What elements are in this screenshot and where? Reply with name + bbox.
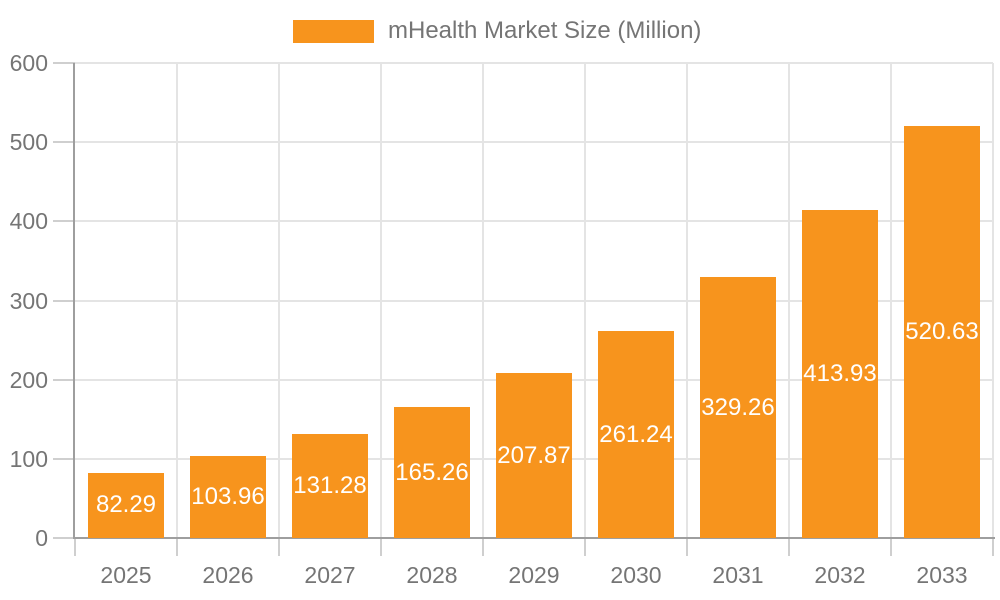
bar: 520.63 bbox=[904, 125, 980, 538]
x-axis-tick bbox=[686, 538, 688, 556]
y-axis-label: 600 bbox=[9, 50, 48, 76]
bar: 207.87 bbox=[496, 373, 572, 538]
y-axis-label: 300 bbox=[9, 287, 48, 314]
bar-value-label: 131.28 bbox=[293, 472, 367, 500]
bar-value-label: 261.24 bbox=[599, 420, 673, 448]
bar: 413.93 bbox=[802, 210, 878, 538]
x-axis-label: 2027 bbox=[304, 562, 356, 588]
x-axis-label: 2031 bbox=[712, 562, 764, 588]
x-axis-tick bbox=[992, 538, 994, 556]
legend-label: mHealth Market Size (Million) bbox=[388, 17, 702, 44]
bar: 329.26 bbox=[700, 277, 776, 538]
x-axis-label: 2026 bbox=[202, 562, 254, 588]
y-axis-label: 200 bbox=[9, 366, 48, 393]
x-gridline bbox=[278, 63, 280, 538]
x-axis-label: 2030 bbox=[610, 562, 662, 588]
y-axis-label: 100 bbox=[9, 445, 48, 472]
x-axis-tick bbox=[278, 538, 280, 556]
x-gridline bbox=[176, 63, 178, 538]
x-axis-tick bbox=[380, 538, 382, 556]
x-axis-tick bbox=[584, 538, 586, 556]
x-axis-label: 2033 bbox=[916, 562, 968, 588]
y-gridline bbox=[75, 62, 993, 64]
x-axis-label: 2025 bbox=[100, 562, 152, 588]
bar-value-label: 82.29 bbox=[95, 491, 157, 519]
x-gridline bbox=[788, 63, 790, 538]
x-gridline bbox=[380, 63, 382, 538]
y-axis-tick bbox=[53, 537, 75, 539]
x-axis-tick bbox=[788, 538, 790, 556]
bar: 261.24 bbox=[598, 331, 674, 538]
y-axis-tick bbox=[53, 457, 75, 460]
bar-value-label: 413.93 bbox=[803, 360, 877, 388]
x-axis-line bbox=[73, 537, 995, 539]
y-gridline bbox=[75, 141, 993, 144]
x-gridline bbox=[686, 63, 688, 538]
y-axis-line bbox=[73, 63, 75, 538]
x-axis-tick bbox=[74, 538, 76, 556]
bar-value-label: 329.26 bbox=[701, 393, 775, 421]
bar-value-label: 103.96 bbox=[191, 482, 265, 510]
y-axis-tick bbox=[53, 220, 75, 223]
x-axis-tick bbox=[482, 538, 484, 556]
y-gridline bbox=[75, 220, 993, 223]
y-axis-tick bbox=[53, 299, 75, 302]
bar: 165.26 bbox=[394, 407, 470, 538]
bar: 103.96 bbox=[190, 455, 266, 538]
x-axis-tick bbox=[890, 538, 892, 556]
x-axis-tick bbox=[176, 538, 178, 556]
x-axis-label: 2029 bbox=[508, 562, 560, 588]
y-axis-label: 500 bbox=[9, 129, 48, 156]
x-gridline bbox=[992, 63, 994, 538]
bar-value-label: 207.87 bbox=[497, 441, 571, 469]
legend-swatch bbox=[293, 19, 374, 43]
legend-item[interactable]: mHealth Market Size (Million) bbox=[293, 17, 701, 45]
x-axis-label: 2028 bbox=[406, 562, 458, 588]
y-axis-tick bbox=[53, 378, 75, 381]
bar: 82.29 bbox=[88, 472, 164, 538]
y-gridline bbox=[75, 299, 993, 302]
y-axis-label: 400 bbox=[9, 208, 48, 235]
bar-value-label: 165.26 bbox=[395, 458, 469, 486]
x-gridline bbox=[584, 63, 586, 538]
x-gridline bbox=[482, 63, 484, 538]
x-gridline bbox=[890, 63, 892, 538]
bar: 131.28 bbox=[292, 434, 368, 538]
bar-value-label: 520.63 bbox=[905, 317, 979, 345]
y-axis-label: 0 bbox=[35, 525, 48, 551]
y-axis-tick bbox=[53, 141, 75, 144]
x-axis-label: 2032 bbox=[814, 562, 866, 588]
y-axis-tick bbox=[53, 62, 75, 64]
